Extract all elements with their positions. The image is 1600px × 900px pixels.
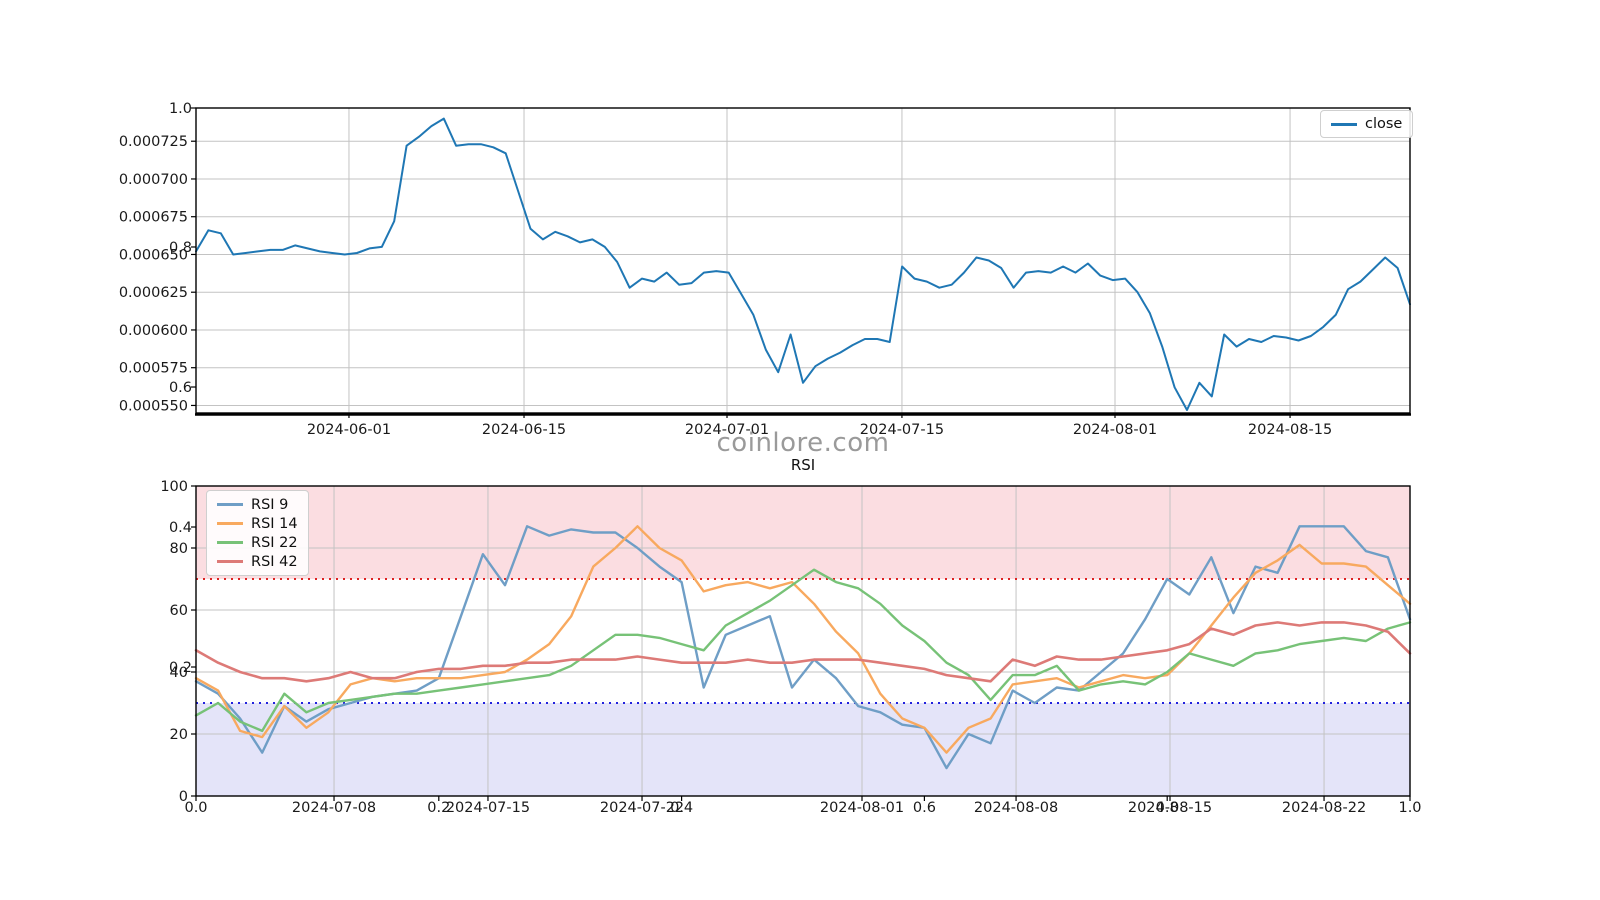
rsi22-line-swatch-icon xyxy=(217,541,243,544)
svg-text:0.000575: 0.000575 xyxy=(119,361,188,377)
svg-text:0.2: 0.2 xyxy=(427,800,450,816)
legend-label-close: close xyxy=(1365,116,1403,132)
svg-text:0.000600: 0.000600 xyxy=(119,323,188,339)
svg-text:60: 60 xyxy=(170,603,188,619)
svg-text:2024-08-08: 2024-08-08 xyxy=(974,800,1058,816)
svg-text:100: 100 xyxy=(160,479,188,495)
rsi-series xyxy=(194,525,1412,770)
svg-text:2024-06-15: 2024-06-15 xyxy=(482,422,566,438)
svg-text:0.4: 0.4 xyxy=(670,800,693,816)
series-rsi-42 xyxy=(194,621,1412,683)
svg-text:2024-08-15: 2024-08-15 xyxy=(1248,422,1332,438)
legend-label-rsi14: RSI 14 xyxy=(251,515,298,532)
rsi-legend: RSI 9 RSI 14 RSI 22 RSI 42 xyxy=(206,490,309,576)
svg-text:0.4: 0.4 xyxy=(169,520,192,536)
rsi9-line-swatch-icon xyxy=(217,503,243,506)
svg-text:1.0: 1.0 xyxy=(169,101,192,117)
svg-text:2024-08-22: 2024-08-22 xyxy=(1282,800,1366,816)
svg-text:0.6: 0.6 xyxy=(913,800,936,816)
svg-text:0.2: 0.2 xyxy=(169,660,192,676)
svg-text:0.000675: 0.000675 xyxy=(119,210,188,226)
legend-row-close: close xyxy=(1331,115,1402,133)
legend-label-rsi9: RSI 9 xyxy=(251,496,289,513)
svg-text:0.8: 0.8 xyxy=(1156,800,1179,816)
svg-text:2024-07-15: 2024-07-15 xyxy=(860,422,944,438)
close-line-swatch-icon xyxy=(1331,122,1357,126)
svg-text:40: 40 xyxy=(170,665,188,681)
rsi-band xyxy=(196,486,1410,579)
svg-text:1.0: 1.0 xyxy=(1398,800,1421,816)
price-gridlines xyxy=(196,108,1410,413)
svg-text:0.000650: 0.000650 xyxy=(119,247,188,263)
svg-text:0.000625: 0.000625 xyxy=(119,285,188,301)
price-legend: close xyxy=(1320,110,1414,138)
svg-text:80: 80 xyxy=(170,541,188,557)
svg-text:2024-08-01: 2024-08-01 xyxy=(820,800,904,816)
svg-text:0.0: 0.0 xyxy=(184,800,207,816)
rsi14-line-swatch-icon xyxy=(217,522,243,525)
rsi-ticklabels: 0 20 40 60 80 100 0.4 0.2 2024-07-08 2024-07-15 20… xyxy=(160,479,1421,816)
legend-label-rsi42: RSI 42 xyxy=(251,553,298,570)
rsi-tickmarks xyxy=(191,485,1411,801)
svg-text:2024-06-01: 2024-06-01 xyxy=(307,422,391,438)
price-series xyxy=(195,117,1411,411)
rsi-chart: 0 20 40 60 80 100 0.4 0.2 2024-07-08 2024-07-15 20… xyxy=(160,479,1421,816)
svg-text:0.000725: 0.000725 xyxy=(119,134,188,150)
rsi42-line-swatch-icon xyxy=(217,560,243,563)
svg-text:0.000700: 0.000700 xyxy=(119,172,188,188)
price-ticklabels: 0.000550 0.000575 0.000600 0.000625 0.000650… xyxy=(119,101,1332,438)
rsi-subplot-title: RSI xyxy=(790,456,816,474)
svg-text:2024-08-15: 2024-08-15 xyxy=(1128,800,1212,816)
legend-row-rsi22: RSI 22 xyxy=(217,533,298,552)
price-chart: 0.000550 0.000575 0.000600 0.000625 0.000650… xyxy=(119,101,1411,438)
price-tickmarks xyxy=(191,107,1291,418)
svg-text:2024-07-15: 2024-07-15 xyxy=(446,800,530,816)
svg-text:2024-08-01: 2024-08-01 xyxy=(1073,422,1157,438)
price-plot-border xyxy=(195,107,1411,414)
legend-row-rsi9: RSI 9 xyxy=(217,495,298,514)
legend-label-rsi22: RSI 22 xyxy=(251,534,298,551)
rsi-band xyxy=(196,703,1410,796)
legend-row-rsi14: RSI 14 xyxy=(217,514,298,533)
svg-text:2024-07-22: 2024-07-22 xyxy=(600,800,684,816)
svg-text:0: 0 xyxy=(179,789,188,805)
legend-row-rsi42: RSI 42 xyxy=(217,552,298,571)
svg-text:20: 20 xyxy=(170,727,188,743)
svg-text:2024-07-01: 2024-07-01 xyxy=(685,422,769,438)
rsi-plot-border xyxy=(195,485,1411,797)
svg-text:0.8: 0.8 xyxy=(169,240,192,256)
svg-text:0.000550: 0.000550 xyxy=(119,398,188,414)
svg-text:2024-07-08: 2024-07-08 xyxy=(292,800,376,816)
series-close xyxy=(195,117,1411,411)
svg-text:0.6: 0.6 xyxy=(169,380,192,396)
series-rsi-22 xyxy=(194,568,1412,733)
watermark-text: coinlore.com xyxy=(716,428,890,458)
